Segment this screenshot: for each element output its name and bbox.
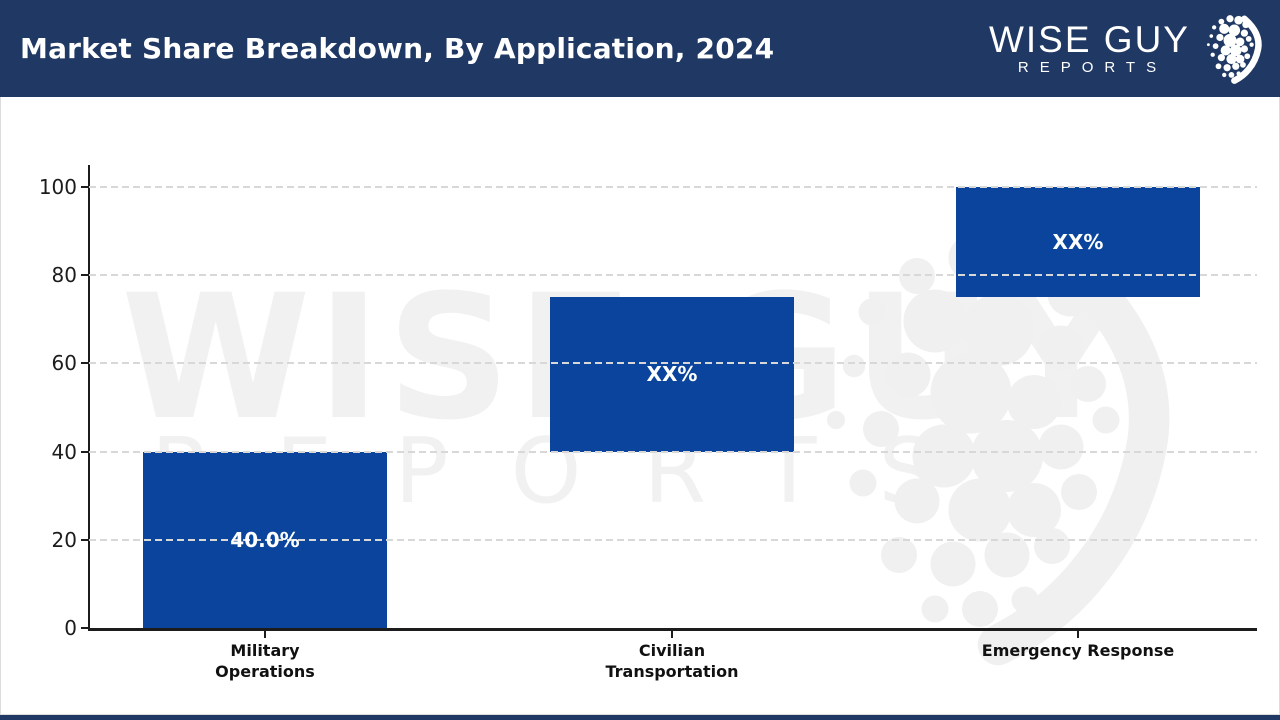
y-axis-line bbox=[88, 165, 90, 630]
y-tick-60 bbox=[81, 362, 89, 365]
x-tick-label-0: Military Operations bbox=[215, 641, 315, 681]
plot-area: 0 20 40 60 80 100 Military Operations Civilian … bbox=[1, 97, 1279, 714]
y-tick-80 bbox=[81, 274, 89, 277]
bar-value-label-0: 40.0% bbox=[230, 527, 300, 552]
wise-guy-logo: WISE GUY REPORTS bbox=[989, 8, 1266, 90]
logo-text: WISE GUY REPORTS bbox=[988, 18, 1190, 77]
x-tick-label-1: Civilian Transportation bbox=[605, 641, 739, 681]
y-tick-label-100: 100 bbox=[38, 175, 77, 199]
page-title: Market Share Breakdown, By Application, … bbox=[20, 32, 775, 65]
logo-head-icon bbox=[1194, 8, 1266, 90]
y-tick-40 bbox=[81, 450, 89, 453]
header-bar: Market Share Breakdown, By Application, … bbox=[0, 0, 1280, 97]
y-tick-label-60: 60 bbox=[51, 351, 77, 376]
x-tick-2 bbox=[1077, 631, 1079, 638]
x-tick-1 bbox=[671, 631, 673, 638]
x-tick-0 bbox=[264, 631, 266, 638]
bar-value-label-1: XX% bbox=[646, 362, 698, 387]
logo-subtext: REPORTS bbox=[1017, 59, 1168, 77]
logo-wordmark: WISE GUY bbox=[988, 18, 1190, 60]
y-tick-label-80: 80 bbox=[51, 263, 77, 288]
gridline-100 bbox=[89, 186, 1257, 188]
y-tick-20 bbox=[81, 538, 89, 541]
x-tick-label-2: Emergency Response bbox=[981, 641, 1175, 660]
y-tick-0 bbox=[81, 627, 89, 629]
bar-value-label-2: XX% bbox=[1052, 230, 1104, 255]
gridline-60 bbox=[89, 362, 1257, 365]
x-axis-line bbox=[88, 628, 1257, 631]
bar-1 bbox=[550, 297, 794, 452]
gridline-80 bbox=[89, 274, 1257, 277]
y-tick-label-20: 20 bbox=[51, 527, 77, 552]
footer-bar bbox=[0, 715, 1280, 720]
gridline-40 bbox=[89, 450, 1257, 453]
gridline-20 bbox=[89, 538, 1257, 541]
bar-2 bbox=[956, 187, 1200, 298]
y-tick-label-40: 40 bbox=[51, 439, 77, 464]
y-tick-label-0: 0 bbox=[64, 616, 77, 640]
y-tick-100 bbox=[81, 186, 89, 188]
